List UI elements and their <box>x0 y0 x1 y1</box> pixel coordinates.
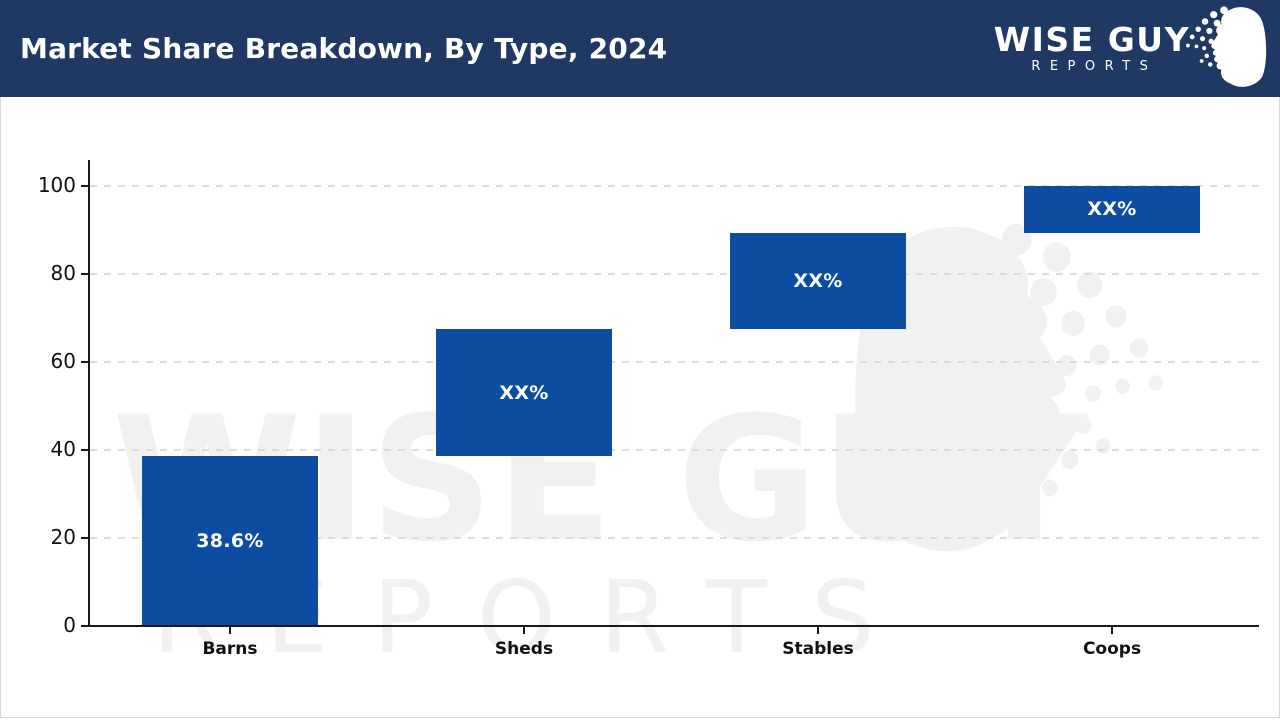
y-tick-mark <box>81 185 88 187</box>
x-axis-category-label: Barns <box>202 639 258 659</box>
y-axis-line <box>88 160 90 627</box>
y-tick-mark <box>81 449 88 451</box>
y-axis-tick-label: 20 <box>50 525 76 549</box>
y-gridline <box>90 273 1259 275</box>
y-gridline <box>90 361 1259 363</box>
x-tick-mark <box>1111 627 1113 634</box>
x-axis-category-label: Sheds <box>494 639 554 659</box>
header-band: Market Share Breakdown, By Type, 2024 WI… <box>0 0 1280 97</box>
x-tick-mark <box>817 627 819 634</box>
y-tick-mark <box>81 361 88 363</box>
waterfall-bar-sheds: XX% <box>436 329 612 457</box>
logo-wordmark: WISE GUY <box>993 20 1190 59</box>
y-axis-tick-label: 40 <box>50 437 76 461</box>
logo-subtext: REPORTS <box>1031 59 1158 74</box>
logo-text: WISE GUY REPORTS <box>994 23 1190 74</box>
y-axis-tick-label: 0 <box>63 613 76 637</box>
y-axis-tick-label: 60 <box>50 349 76 373</box>
x-axis-category-label: Stables <box>782 639 854 659</box>
y-tick-mark <box>81 537 88 539</box>
y-axis-tick-label: 80 <box>50 261 76 285</box>
wise-guy-logo: WISE GUY REPORTS <box>994 5 1268 92</box>
waterfall-bar-coops: XX% <box>1024 186 1200 233</box>
y-tick-mark <box>81 625 88 627</box>
x-axis-category-label: Coops <box>1082 639 1142 659</box>
waterfall-bar-stables: XX% <box>730 232 906 330</box>
waterfall-bar-barns: 38.6% <box>142 456 318 626</box>
x-axis-line <box>88 625 1259 627</box>
logo-head-icon <box>1185 5 1267 87</box>
y-gridline <box>90 537 1259 539</box>
chart-title: Market Share Breakdown, By Type, 2024 <box>20 32 668 65</box>
y-tick-mark <box>81 273 88 275</box>
y-gridline <box>90 449 1259 451</box>
bar-value-label: XX% <box>793 270 843 293</box>
bar-value-label: XX% <box>1087 198 1137 221</box>
bar-value-label: XX% <box>499 381 549 404</box>
x-tick-mark <box>229 627 231 634</box>
bar-value-label: 38.6% <box>196 530 264 553</box>
watermark-head-icon <box>855 223 1163 552</box>
y-axis-tick-label: 100 <box>37 173 76 197</box>
y-gridline <box>90 185 1259 187</box>
x-tick-mark <box>523 627 525 634</box>
